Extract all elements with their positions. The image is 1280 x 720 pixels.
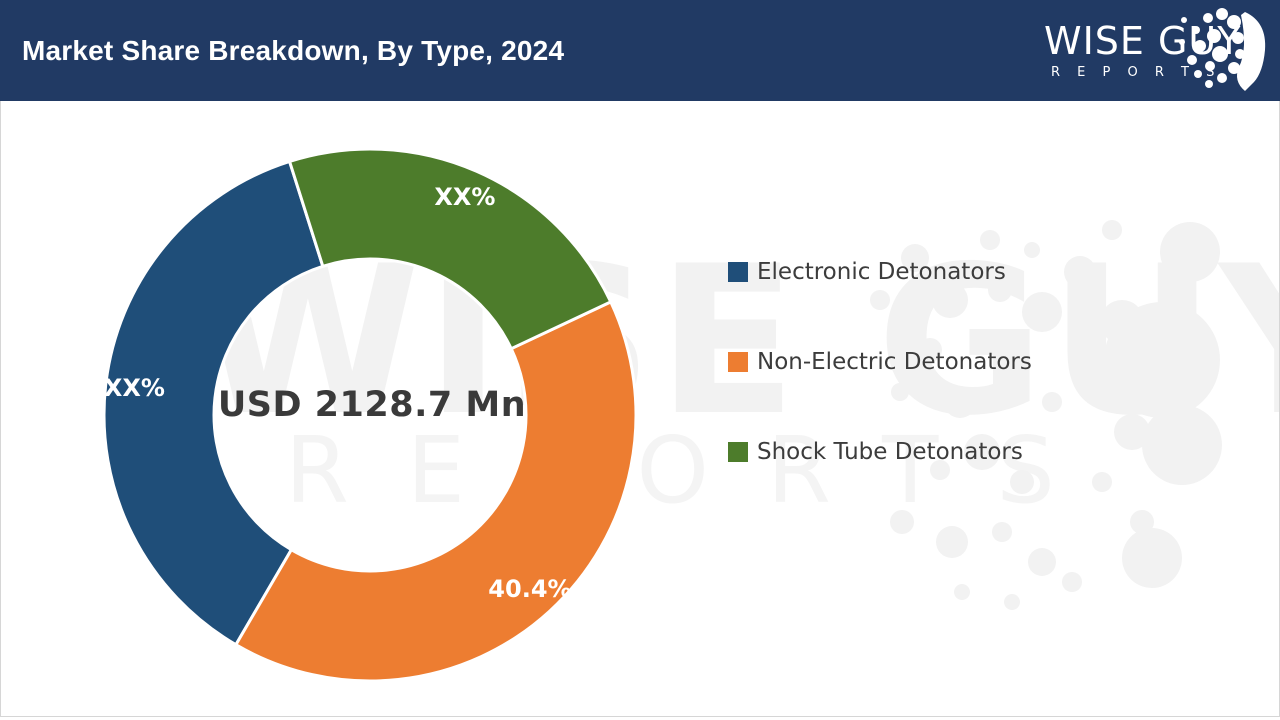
legend-item: Non-Electric Detonators [728, 348, 1032, 376]
slice-percentage-label: XX% [104, 374, 165, 402]
wise-guy-logo: WISE GUY R E P O R T S [1044, 8, 1266, 91]
legend-item: Electronic Detonators [728, 258, 1032, 286]
legend-swatch [728, 352, 748, 372]
legend-label: Shock Tube Detonators [757, 439, 1023, 465]
donut-center-value: USD 2128.7 Mn [217, 385, 527, 425]
header-bar: Market Share Breakdown, By Type, 2024 WI… [0, 0, 1280, 101]
slice-percentage-label: 40.4% [488, 575, 571, 603]
chart-legend: Electronic Detonators Non-Electric Detona… [728, 258, 1032, 528]
legend-label: Non-Electric Detonators [757, 349, 1032, 375]
donut-slice-shock-tube-detonators [288, 147, 613, 351]
logo-wordmark: WISE GUY [1044, 19, 1241, 63]
donut-slice-electronic-detonators [102, 159, 325, 647]
donut-slice-non-electric-detonators [234, 300, 638, 683]
legend-item: Shock Tube Detonators [728, 438, 1032, 466]
legend-label: Electronic Detonators [757, 259, 1006, 285]
legend-swatch [728, 262, 748, 282]
logo-subtext: R E P O R T S [1051, 65, 1221, 80]
legend-swatch [728, 442, 748, 462]
slice-percentage-label: XX% [434, 183, 495, 211]
logo-face-icon [1179, 8, 1266, 91]
page-title: Market Share Breakdown, By Type, 2024 [22, 34, 565, 66]
watermark-text-line2: REPORTS [285, 417, 1113, 524]
